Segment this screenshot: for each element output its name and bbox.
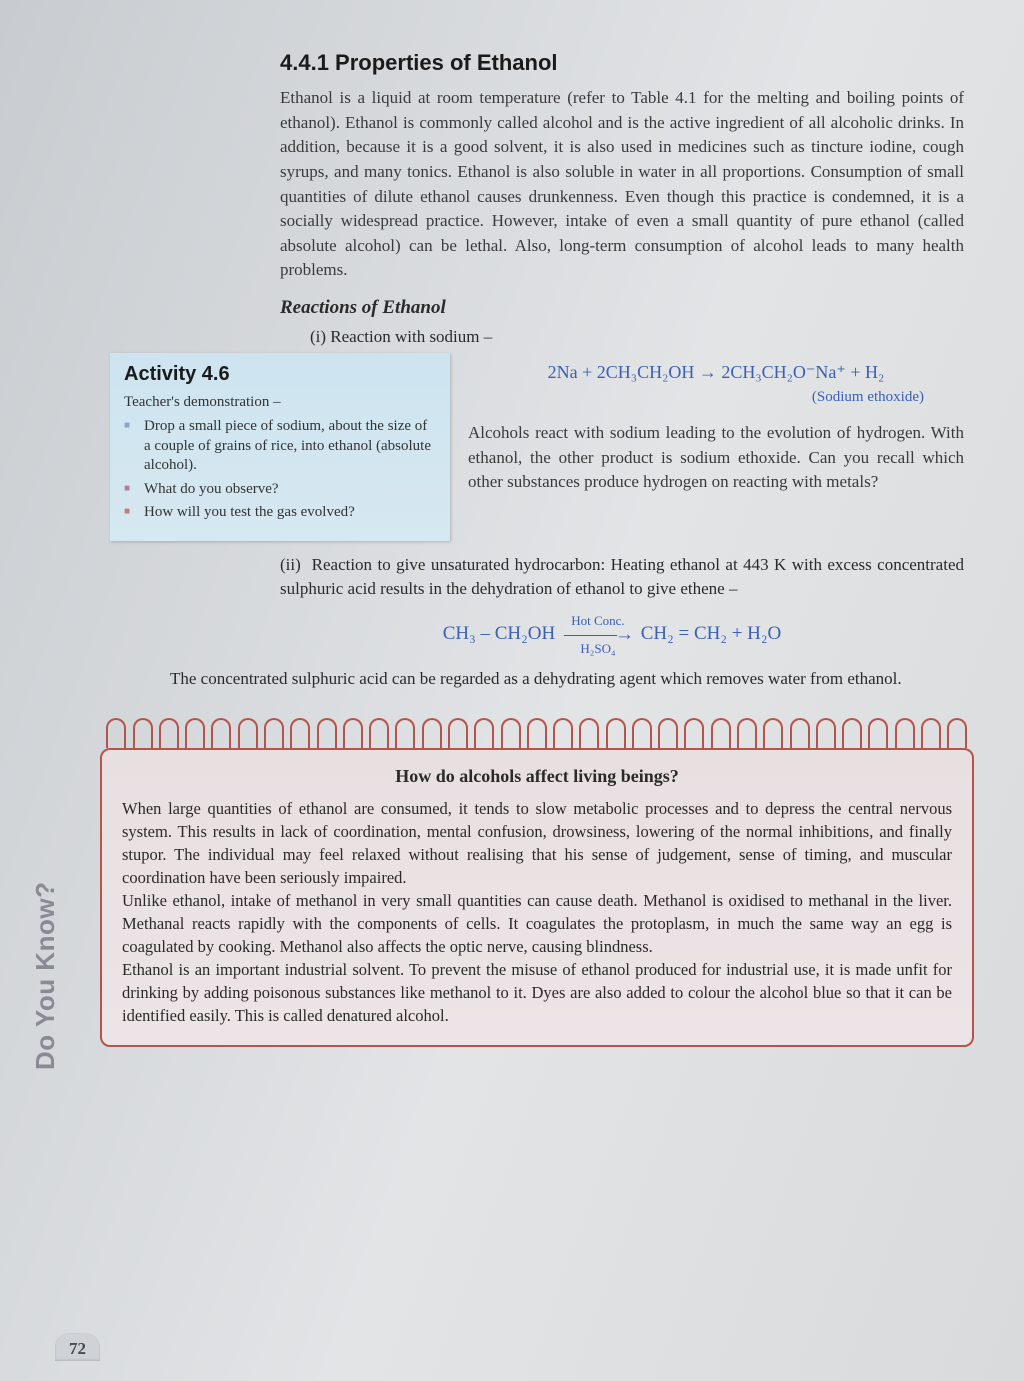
dyk-heading: How do alcohols affect living beings? (122, 766, 952, 787)
activity-bullet: What do you observe? (140, 480, 436, 500)
do-you-know-box: How do alcohols affect living beings? Wh… (100, 748, 974, 1048)
dehydrating-agent-para: The concentrated sulphuric acid can be r… (170, 667, 964, 692)
activity-bullet: Drop a small piece of sodium, about the … (140, 417, 436, 476)
alcohols-paragraph: Alcohols react with sodium leading to th… (468, 421, 964, 495)
intro-paragraph: Ethanol is a liquid at room temperature … (280, 86, 964, 283)
spiral-binding (100, 712, 974, 748)
vertical-label: Do You Know? (30, 882, 61, 1070)
activity-subtitle: Teacher's demonstration – (124, 394, 436, 411)
reaction-i-label: (i) Reaction with sodium – (310, 327, 964, 347)
dyk-para: Ethanol is an important industrial solve… (122, 958, 952, 1027)
equation-dehydration: CH₃ – CH₂OH Hot Conc. ———→ H₂SO₄ CH₂ = C… (260, 614, 964, 655)
activity-bullet: How will you test the gas evolved? (140, 503, 436, 523)
equation-sodium: 2Na + 2CH₃CH₂OH → 2CH₃CH₂O⁻Na⁺ + H₂ (468, 359, 964, 385)
section-heading: 4.4.1 Properties of Ethanol (280, 50, 964, 76)
reaction-ii-block: (ii) Reaction to give unsaturated hydroc… (280, 553, 964, 602)
activity-title: Activity 4.6 (124, 363, 436, 386)
activity-list: Drop a small piece of sodium, about the … (124, 417, 436, 523)
activity-box: Activity 4.6 Teacher's demonstration – D… (110, 353, 450, 541)
dyk-para: Unlike ethanol, intake of methanol in ve… (122, 889, 952, 958)
dyk-para: When large quantities of ethanol are con… (122, 797, 952, 889)
page-number: 72 (55, 1333, 100, 1361)
equation-note: (Sodium ethoxide) (468, 387, 924, 409)
reactions-subheading: Reactions of Ethanol (280, 297, 964, 319)
